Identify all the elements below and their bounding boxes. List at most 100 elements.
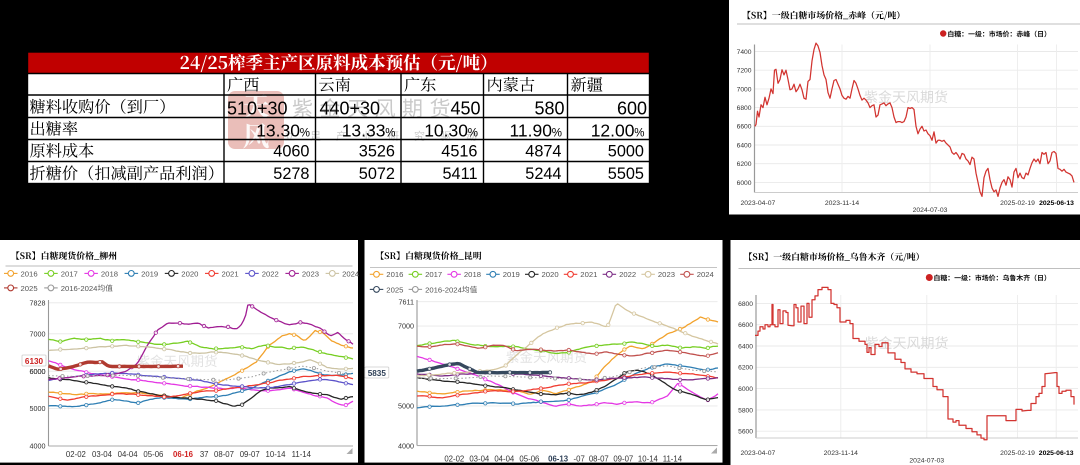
svg-text:2016-2024: 2016-2024 [61,284,98,293]
svg-text:7611: 7611 [399,297,414,306]
svg-text:2020: 2020 [542,270,559,279]
svg-text:2024-07-03: 2024-07-03 [913,207,948,214]
svg-text:2020: 2020 [181,269,198,278]
svg-text:2023: 2023 [658,270,675,279]
svg-text:6000: 6000 [738,386,753,393]
svg-text:2024: 2024 [697,270,715,279]
svg-text:2021: 2021 [580,270,597,279]
svg-text:2025-02-19: 2025-02-19 [1000,200,1035,207]
svg-text:2018: 2018 [464,270,481,279]
svg-text:2023-04-07: 2023-04-07 [741,200,776,207]
svg-text:5800: 5800 [738,407,753,414]
svg-text:6400: 6400 [738,343,753,350]
svg-text:%: % [552,127,562,139]
svg-text:10-14: 10-14 [638,455,659,464]
svg-text:2016: 2016 [386,270,403,279]
svg-text:7000: 7000 [30,329,46,338]
svg-text:13.30: 13.30 [256,120,300,140]
svg-text:2019: 2019 [503,270,520,279]
svg-text:2023: 2023 [302,269,319,278]
svg-text:2016: 2016 [21,269,38,278]
svg-text:2024-07-03: 2024-07-03 [909,458,944,465]
svg-text:03-04: 03-04 [469,455,490,464]
svg-text:2019: 2019 [141,269,158,278]
svg-text:06-16: 06-16 [173,450,194,459]
svg-text:2017: 2017 [425,270,442,279]
svg-text:4000: 4000 [398,441,414,450]
svg-text:6130: 6130 [25,357,44,366]
svg-text:6000: 6000 [30,367,46,376]
svg-text:03-04: 03-04 [92,450,113,459]
svg-text:4000: 4000 [30,442,46,451]
svg-text:6000: 6000 [737,180,752,187]
svg-text:4874: 4874 [525,143,561,161]
svg-text:7200: 7200 [737,68,752,75]
svg-text:2017: 2017 [61,269,78,278]
svg-text:6800: 6800 [737,105,752,112]
svg-text:5072: 5072 [359,165,395,183]
svg-text:7000: 7000 [737,86,752,93]
svg-text:4060: 4060 [273,143,309,161]
svg-text:11.90: 11.90 [510,120,553,140]
svg-text:37: 37 [200,450,209,459]
svg-text:5600: 5600 [738,429,753,436]
svg-text:09-07: 09-07 [613,455,633,464]
svg-text:11-14: 11-14 [663,455,683,464]
svg-text:%: % [634,127,644,139]
svg-text:02-02: 02-02 [66,450,86,459]
svg-text:6200: 6200 [737,161,752,168]
svg-text:2025: 2025 [21,284,38,293]
svg-text:7828: 7828 [30,298,46,307]
svg-text:10.30: 10.30 [424,120,468,140]
svg-text:2025-02-19: 2025-02-19 [1000,450,1035,457]
svg-text:2025-06-13: 2025-06-13 [1039,200,1074,207]
svg-text:5835: 5835 [368,369,387,378]
svg-text:510+30: 510+30 [227,99,288,119]
svg-text:600: 600 [617,99,647,119]
svg-text:5278: 5278 [273,165,309,183]
svg-text:2025-06-13: 2025-06-13 [1039,450,1074,457]
svg-text:7000: 7000 [398,322,414,331]
svg-text:08-07: 08-07 [589,455,609,464]
svg-text:6400: 6400 [737,142,752,149]
svg-text:5411: 5411 [442,165,477,183]
svg-text:2018: 2018 [101,269,118,278]
svg-text:2025: 2025 [386,285,403,294]
svg-text:%: % [468,127,478,139]
svg-text:4516: 4516 [441,143,477,161]
svg-text:2023-11-14: 2023-11-14 [825,200,859,207]
svg-text:2022: 2022 [262,269,279,278]
svg-text:6000: 6000 [30,367,46,376]
svg-text:5000: 5000 [608,143,644,161]
svg-text:2016-2024: 2016-2024 [425,285,462,294]
svg-text:5505: 5505 [608,165,644,183]
svg-text:08-07: 08-07 [214,450,234,459]
svg-text:09-07: 09-07 [240,450,260,459]
svg-text:%: % [385,127,395,139]
svg-text:2021: 2021 [222,269,239,278]
svg-text:2023-11-14: 2023-11-14 [824,450,858,457]
svg-text:2024: 2024 [342,269,360,278]
svg-text:06-13: 06-13 [548,455,569,464]
svg-text:02-02: 02-02 [444,455,464,464]
svg-text:5244: 5244 [525,165,561,183]
svg-text:13.33: 13.33 [342,120,386,140]
svg-text:6200: 6200 [738,365,753,372]
svg-text:6600: 6600 [738,322,753,329]
svg-text:12.00: 12.00 [591,120,635,140]
svg-text:%: % [300,127,310,139]
svg-text:2023-04-07: 2023-04-07 [741,450,776,457]
svg-text:04-04: 04-04 [494,455,515,464]
svg-text:04-04: 04-04 [118,450,139,459]
svg-text:440+30: 440+30 [320,99,381,119]
svg-text:7400: 7400 [737,49,752,56]
svg-text:6600: 6600 [737,124,752,131]
svg-text:5000: 5000 [30,404,46,413]
svg-text:11-14: 11-14 [292,450,312,459]
svg-text:2022: 2022 [619,270,636,279]
svg-text:6800: 6800 [738,301,753,308]
svg-text:-07: -07 [574,455,585,464]
svg-text:580: 580 [534,99,564,119]
svg-text:10-14: 10-14 [266,450,287,459]
svg-text:5000: 5000 [398,402,414,411]
